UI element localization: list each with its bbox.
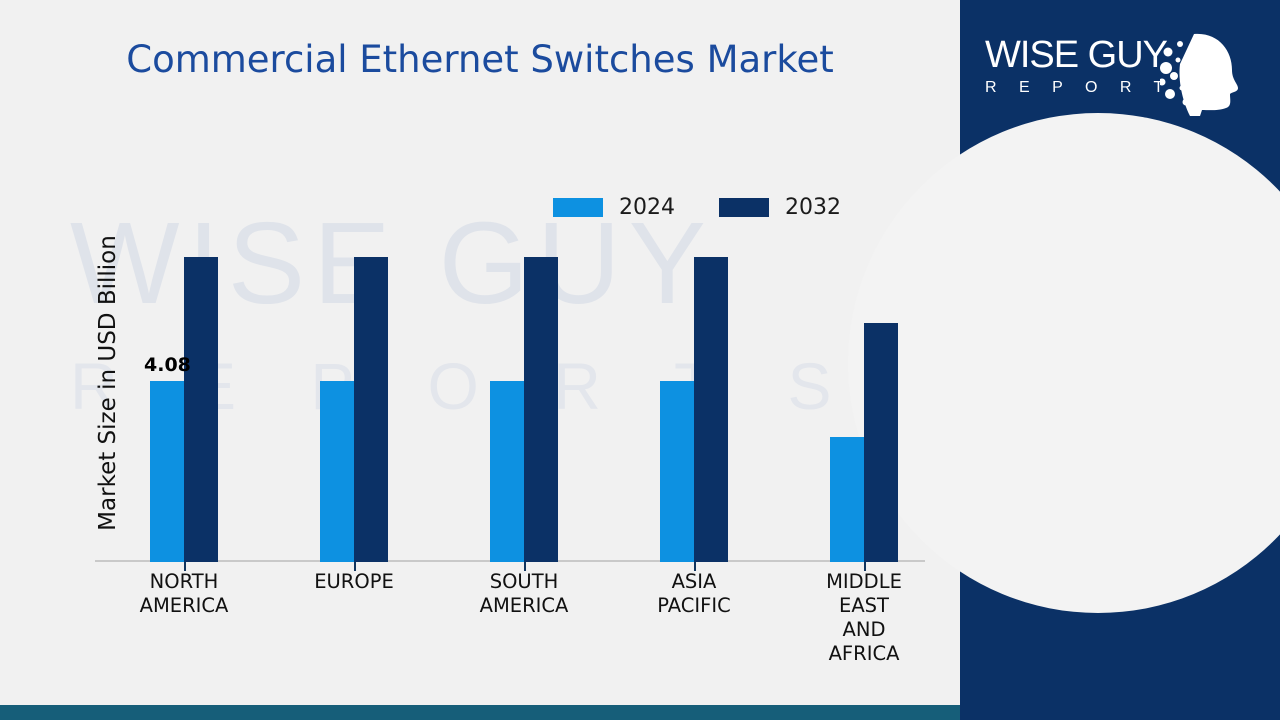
legend-item-2032[interactable]: 2032 — [719, 195, 841, 220]
x-axis-tick — [184, 562, 186, 571]
x-axis-tick — [864, 562, 866, 571]
bar-2024-europe[interactable] — [320, 381, 354, 562]
x-axis-category-label: ASIA PACIFIC — [657, 570, 731, 617]
legend-swatch-2032 — [719, 198, 769, 217]
x-axis-tick — [524, 562, 526, 571]
bar-group — [320, 230, 388, 571]
bar-2024-south-america[interactable] — [490, 381, 524, 562]
bar-2032-europe[interactable] — [354, 256, 388, 562]
bar-2032-north-america[interactable] — [184, 256, 218, 562]
plot-area: NORTH AMERICA EUROPE SOUTH AMERICA ASIA PACIFI… — [95, 230, 925, 665]
x-axis-category-label: SOUTH AMERICA — [479, 570, 569, 617]
legend-item-2024[interactable]: 2024 — [553, 195, 675, 220]
dotted-face-icon — [1160, 33, 1238, 116]
x-axis-category-label: EUROPE — [314, 570, 394, 593]
bar-2032-south-america[interactable] — [524, 256, 558, 562]
bar-data-label: 4.08 — [144, 354, 191, 377]
bar-group — [830, 230, 898, 571]
bar-2024-asia-pacific[interactable] — [660, 381, 694, 562]
footer-accent-strip — [0, 705, 960, 720]
chart-title: Commercial Ethernet Switches Market — [126, 38, 834, 81]
bar-2032-asia-pacific[interactable] — [694, 256, 728, 562]
chart-background-panel — [0, 0, 960, 705]
bar-group — [150, 230, 218, 571]
chart-legend: 2024 2032 — [553, 195, 841, 220]
x-axis-tick — [354, 562, 356, 571]
circle-decoration — [848, 113, 1280, 613]
x-axis-tick — [694, 562, 696, 571]
legend-label-2032: 2032 — [785, 195, 841, 220]
bar-group — [660, 230, 728, 571]
brand-logo-wiseguy: WISE GUY — [985, 34, 1168, 76]
bar-2024-north-america[interactable] — [150, 381, 184, 562]
x-axis-category-label: MIDDLE EAST AND AFRICA — [826, 570, 902, 665]
brand-logo: WISE GUY R E P O R T S — [985, 33, 1238, 116]
legend-label-2024: 2024 — [619, 195, 675, 220]
x-axis-category-label: NORTH AMERICA — [139, 570, 229, 617]
bar-2024-middle-east-and-africa[interactable] — [830, 436, 864, 562]
brand-logo-reports: R E P O R T S — [985, 79, 1206, 96]
bar-group — [490, 230, 558, 571]
bar-2032-middle-east-and-africa[interactable] — [864, 322, 898, 562]
legend-swatch-2024 — [553, 198, 603, 217]
